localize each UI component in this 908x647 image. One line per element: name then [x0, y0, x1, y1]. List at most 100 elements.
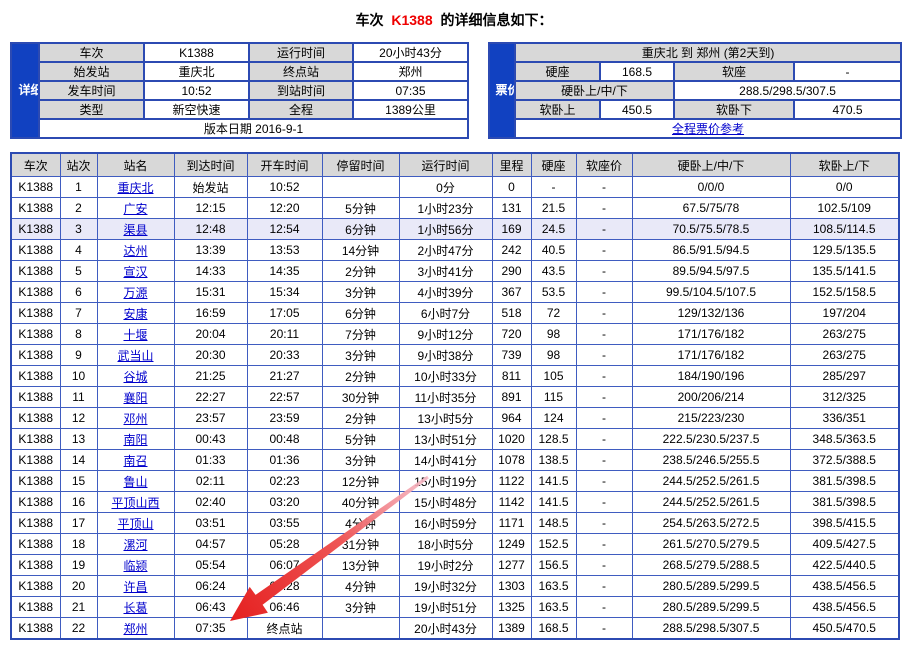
col-header-stop-no: 站次 — [59, 152, 98, 177]
running-time-label: 运行时间 — [248, 42, 354, 63]
cell-hard-sleeper: 171/176/182 — [631, 344, 791, 366]
cell-departure-time: 06:28 — [246, 575, 323, 597]
soft-sleeper-lower-label: 软卧下 — [673, 99, 795, 120]
hard-seat-label: 硬座 — [514, 61, 601, 82]
cell-train-no: K1388 — [10, 533, 61, 555]
station-link[interactable]: 漯河 — [123, 537, 148, 552]
cell-soft-seat-price: - — [575, 512, 633, 534]
cell-stop-duration: 3分钟 — [321, 344, 400, 366]
cell-hard-seat: - — [530, 176, 577, 198]
type-value: 新空快速 — [143, 99, 250, 120]
col-header-station: 站名 — [96, 152, 175, 177]
cell-station: 十堰 — [96, 323, 175, 345]
station-link[interactable]: 宣汉 — [123, 264, 148, 279]
cell-soft-seat-price: - — [575, 407, 633, 429]
cell-hard-sleeper: 280.5/289.5/299.5 — [631, 596, 791, 618]
full-fare-link[interactable]: 全程票价参考 — [672, 122, 745, 136]
cell-stop-duration: 3分钟 — [321, 281, 400, 303]
cell-stop-no: 2 — [59, 197, 98, 219]
title-prefix: 车次 — [355, 12, 384, 28]
running-time-value: 20小时43分 — [352, 42, 469, 63]
cell-running-time: 15小时19分 — [398, 470, 493, 492]
station-link[interactable]: 广安 — [123, 201, 148, 216]
station-link[interactable]: 长葛 — [123, 600, 148, 615]
fare-route-header: 重庆北 到 郑州 (第2天到) — [513, 42, 903, 63]
col-header-arrival-time: 到达时间 — [173, 152, 248, 177]
cell-hard-sleeper: 215/223/230 — [631, 407, 791, 429]
cell-arrival-time: 07:35 — [173, 617, 248, 640]
cell-soft-seat-price: - — [575, 260, 633, 282]
soft-sleeper-upper-value: 450.5 — [599, 99, 675, 120]
cell-arrival-time: 02:40 — [173, 491, 248, 513]
cell-hard-sleeper: 244.5/252.5/261.5 — [631, 470, 791, 492]
cell-stop-duration — [321, 176, 400, 198]
soft-sleeper-upper-label: 软卧上 — [514, 99, 601, 120]
cell-train-no: K1388 — [10, 512, 61, 534]
station-link[interactable]: 平顶山 — [117, 516, 154, 531]
cell-train-no: K1388 — [10, 218, 61, 240]
cell-stop-no: 15 — [59, 470, 98, 492]
table-row: K1388 14 南召 01:33 01:36 3分钟 14小时41分 1078 138.5-2… — [10, 449, 900, 471]
cell-arrival-time: 16:59 — [173, 302, 248, 324]
cell-stop-no: 9 — [59, 344, 98, 366]
cell-running-time: 2小时47分 — [398, 239, 493, 261]
cell-train-no: K1388 — [10, 365, 61, 387]
cell-hard-seat: 124 — [530, 407, 577, 429]
table-row: K1388 5 宣汉 14:33 14:35 2分钟 3小时41分 290 43.5-89.5/… — [10, 260, 900, 282]
train-no-value: K1388 — [143, 42, 250, 63]
station-link[interactable]: 平顶山西 — [111, 495, 160, 510]
cell-distance: 518 — [491, 302, 532, 324]
terminus-label: 终点站 — [248, 61, 354, 82]
station-link[interactable]: 重庆北 — [117, 180, 154, 195]
station-link[interactable]: 鲁山 — [123, 474, 148, 489]
cell-running-time: 9小时38分 — [398, 344, 493, 366]
station-link[interactable]: 安康 — [123, 306, 148, 321]
cell-soft-seat-price: - — [575, 428, 633, 450]
station-link[interactable]: 谷城 — [123, 369, 148, 384]
table-row: K1388 6 万源 15:31 15:34 3分钟 4小时39分 367 53.5-99.5/… — [10, 281, 900, 303]
station-link[interactable]: 武当山 — [117, 348, 154, 363]
cell-distance: 0 — [491, 176, 532, 198]
station-link[interactable]: 渠县 — [123, 222, 148, 237]
cell-stop-duration: 7分钟 — [321, 323, 400, 345]
hard-sleeper-value: 288.5/298.5/307.5 — [672, 80, 903, 101]
cell-hard-seat: 21.5 — [530, 197, 577, 219]
cell-arrival-time: 14:33 — [173, 260, 248, 282]
cell-running-time: 9小时12分 — [398, 323, 493, 345]
cell-departure-time: 15:34 — [246, 281, 323, 303]
station-link[interactable]: 南召 — [123, 453, 148, 468]
cell-train-no: K1388 — [10, 260, 61, 282]
cell-running-time: 6小时7分 — [398, 302, 493, 324]
station-link[interactable]: 襄阳 — [123, 390, 148, 405]
cell-hard-sleeper: 200/206/214 — [631, 386, 791, 408]
station-link[interactable]: 临颍 — [123, 558, 148, 573]
station-link[interactable]: 许昌 — [123, 579, 148, 594]
cell-departure-time: 06:46 — [246, 596, 323, 618]
station-link[interactable]: 邓州 — [123, 411, 148, 426]
cell-hard-sleeper: 0/0/0 — [631, 176, 791, 198]
cell-soft-sleeper: 348.5/363.5 — [789, 428, 900, 450]
cell-stop-duration: 14分钟 — [321, 239, 400, 261]
cell-departure-time: 17:05 — [246, 302, 323, 324]
cell-soft-seat-price: - — [575, 491, 633, 513]
station-link[interactable]: 南阳 — [123, 432, 148, 447]
station-link[interactable]: 万源 — [123, 285, 148, 300]
cell-hard-seat: 72 — [530, 302, 577, 324]
table-row: K1388 8 十堰 20:04 20:11 7分钟 9小时12分 720 98-171/176… — [10, 323, 900, 345]
cell-train-no: K1388 — [10, 344, 61, 366]
station-link[interactable]: 达州 — [123, 243, 148, 258]
cell-distance: 1122 — [491, 470, 532, 492]
cell-stop-duration: 4分钟 — [321, 575, 400, 597]
schedule-header-row: 车次 站次 站名 到达时间 开车时间 停留时间 运行时间 里程 硬座 软座价 硬卧上/中/下 软卧上/… — [10, 152, 900, 177]
cell-stop-no: 13 — [59, 428, 98, 450]
cell-hard-seat: 138.5 — [530, 449, 577, 471]
station-link[interactable]: 十堰 — [123, 327, 148, 342]
cell-arrival-time: 22:27 — [173, 386, 248, 408]
cell-station: 达州 — [96, 239, 175, 261]
cell-distance: 811 — [491, 365, 532, 387]
cell-soft-seat-price: - — [575, 365, 633, 387]
cell-running-time: 14小时41分 — [398, 449, 493, 471]
station-link[interactable]: 郑州 — [123, 621, 148, 636]
cell-soft-sleeper: 285/297 — [789, 365, 900, 387]
schedule-table: 车次 站次 站名 到达时间 开车时间 停留时间 运行时间 里程 硬座 软座价 硬卧上/中/下 软卧上/… — [10, 152, 900, 640]
